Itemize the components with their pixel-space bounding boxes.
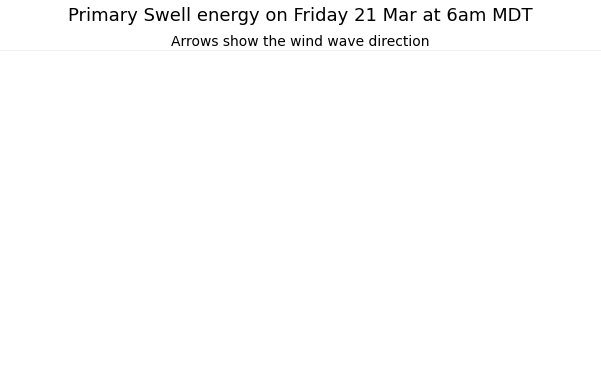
Text: Primary Swell energy on Friday 21 Mar at 6am MDT: Primary Swell energy on Friday 21 Mar at… [68, 7, 533, 25]
Text: Requires cartopy: Requires cartopy [242, 203, 359, 217]
Text: Arrows show the wind wave direction: Arrows show the wind wave direction [171, 35, 430, 49]
